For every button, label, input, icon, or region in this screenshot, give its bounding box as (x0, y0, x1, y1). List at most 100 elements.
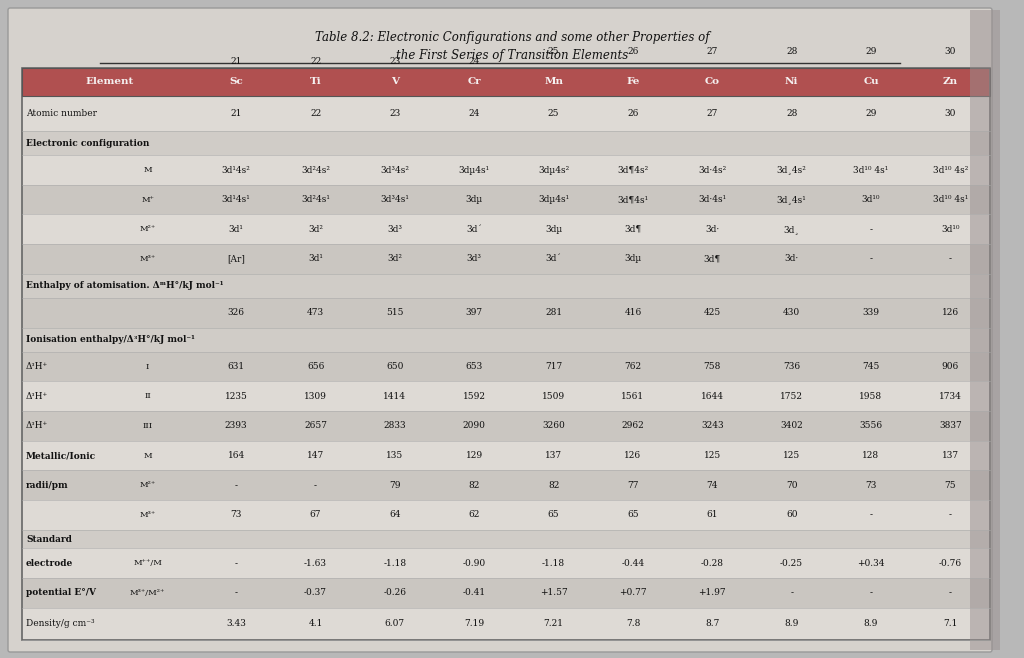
Text: 3dµ4s¹: 3dµ4s¹ (538, 195, 569, 204)
Bar (22, 68, 990, 640)
Text: ΔᵌH⁺: ΔᵌH⁺ (26, 421, 48, 430)
Bar (22, 382, 990, 411)
Text: Cr: Cr (467, 78, 481, 86)
Text: 30: 30 (945, 109, 956, 118)
Text: 1509: 1509 (542, 392, 565, 401)
Text: -1.18: -1.18 (542, 559, 565, 568)
Text: 65: 65 (548, 510, 559, 519)
Text: 2962: 2962 (622, 421, 644, 430)
Text: 3d·: 3d· (784, 255, 799, 263)
Text: Element: Element (85, 78, 133, 86)
Text: -: - (869, 510, 872, 519)
Text: 3d´: 3d´ (546, 255, 561, 263)
Text: Table 8.2: Electronic Configurations and some other Properties of: Table 8.2: Electronic Configurations and… (314, 32, 710, 45)
Text: 3d²: 3d² (308, 225, 324, 234)
Text: 1752: 1752 (780, 392, 803, 401)
Text: 1309: 1309 (304, 392, 327, 401)
Text: 3d¹: 3d¹ (308, 255, 323, 263)
Text: 77: 77 (628, 480, 639, 490)
Text: M³⁺: M³⁺ (139, 255, 156, 263)
Text: V: V (391, 78, 399, 86)
Text: [Ar]: [Ar] (227, 255, 245, 263)
Text: 425: 425 (703, 309, 721, 317)
Text: 3.43: 3.43 (226, 619, 246, 628)
Text: 8.9: 8.9 (864, 619, 879, 628)
Text: Cu: Cu (863, 78, 879, 86)
Text: 762: 762 (625, 362, 641, 371)
Text: Sc: Sc (229, 78, 243, 86)
Text: 27: 27 (707, 109, 718, 118)
Text: II: II (144, 392, 152, 400)
Text: -: - (949, 588, 952, 597)
Text: 28: 28 (786, 109, 798, 118)
Text: 62: 62 (469, 510, 480, 519)
Bar (22, 578, 990, 608)
Text: 21: 21 (230, 109, 242, 118)
Text: Zn: Zn (943, 78, 957, 86)
Text: 1414: 1414 (383, 392, 407, 401)
Text: 3dµ: 3dµ (545, 225, 562, 234)
Text: ΔᵌH⁺: ΔᵌH⁺ (26, 362, 48, 371)
Text: +1.57: +1.57 (540, 588, 567, 597)
Text: 397: 397 (466, 309, 483, 317)
Text: potential E°/V: potential E°/V (26, 588, 96, 597)
Bar (22, 215, 990, 244)
Text: 3d²4s²: 3d²4s² (301, 166, 330, 174)
Text: 26: 26 (628, 109, 639, 118)
Text: 8.9: 8.9 (784, 619, 799, 628)
Text: 416: 416 (625, 309, 642, 317)
Text: M: M (143, 166, 152, 174)
Text: M⁺: M⁺ (141, 195, 155, 204)
Text: 126: 126 (942, 309, 958, 317)
Text: I: I (146, 363, 150, 370)
Text: 3d³: 3d³ (387, 225, 402, 234)
Text: 129: 129 (466, 451, 483, 460)
Text: 3d¸4s¹: 3d¸4s¹ (777, 195, 807, 204)
Text: 137: 137 (545, 451, 562, 460)
Text: electrode: electrode (26, 559, 74, 568)
Text: 650: 650 (386, 362, 403, 371)
Bar (22, 96, 990, 131)
Text: 67: 67 (310, 510, 322, 519)
Text: 70: 70 (785, 480, 798, 490)
Text: -: - (234, 588, 238, 597)
Text: 3d¹⁰ 4s¹: 3d¹⁰ 4s¹ (853, 166, 889, 174)
Text: 3dµ4s²: 3dµ4s² (538, 166, 569, 174)
Text: 473: 473 (307, 309, 325, 317)
Text: 3d²: 3d² (387, 255, 402, 263)
Text: 75: 75 (944, 480, 956, 490)
Text: 3260: 3260 (543, 421, 565, 430)
Text: 3837: 3837 (939, 421, 962, 430)
Text: 26: 26 (628, 47, 639, 56)
Text: ΔᵌH⁺: ΔᵌH⁺ (26, 392, 48, 401)
Text: 7.21: 7.21 (544, 619, 563, 628)
Text: -0.41: -0.41 (463, 588, 485, 597)
Text: Density/g cm⁻³: Density/g cm⁻³ (26, 619, 94, 628)
Text: -1.18: -1.18 (383, 559, 407, 568)
Text: -0.44: -0.44 (622, 559, 644, 568)
Text: 128: 128 (862, 451, 880, 460)
Text: 3243: 3243 (701, 421, 724, 430)
Text: M⁺⁺/M: M⁺⁺/M (133, 559, 162, 567)
Text: 326: 326 (227, 309, 245, 317)
Text: Mn: Mn (544, 78, 563, 86)
Bar (22, 548, 990, 578)
Text: 29: 29 (865, 47, 877, 56)
Text: 30: 30 (945, 47, 956, 56)
Text: 3dµ: 3dµ (466, 195, 483, 204)
Text: -0.90: -0.90 (463, 559, 485, 568)
Text: 3d²4s¹: 3d²4s¹ (301, 195, 330, 204)
Text: 745: 745 (862, 362, 880, 371)
Text: the First Series of Transition Elements: the First Series of Transition Elements (396, 49, 628, 61)
Text: 515: 515 (386, 309, 403, 317)
Text: 1561: 1561 (622, 392, 644, 401)
Text: 7.19: 7.19 (464, 619, 484, 628)
Text: -: - (234, 480, 238, 490)
Text: 2833: 2833 (384, 421, 407, 430)
Text: 3d¶: 3d¶ (703, 255, 721, 263)
Bar (22, 500, 990, 530)
Text: Standard: Standard (26, 534, 72, 544)
Bar (22, 155, 990, 185)
Text: +0.34: +0.34 (857, 559, 885, 568)
Bar (22, 530, 990, 548)
